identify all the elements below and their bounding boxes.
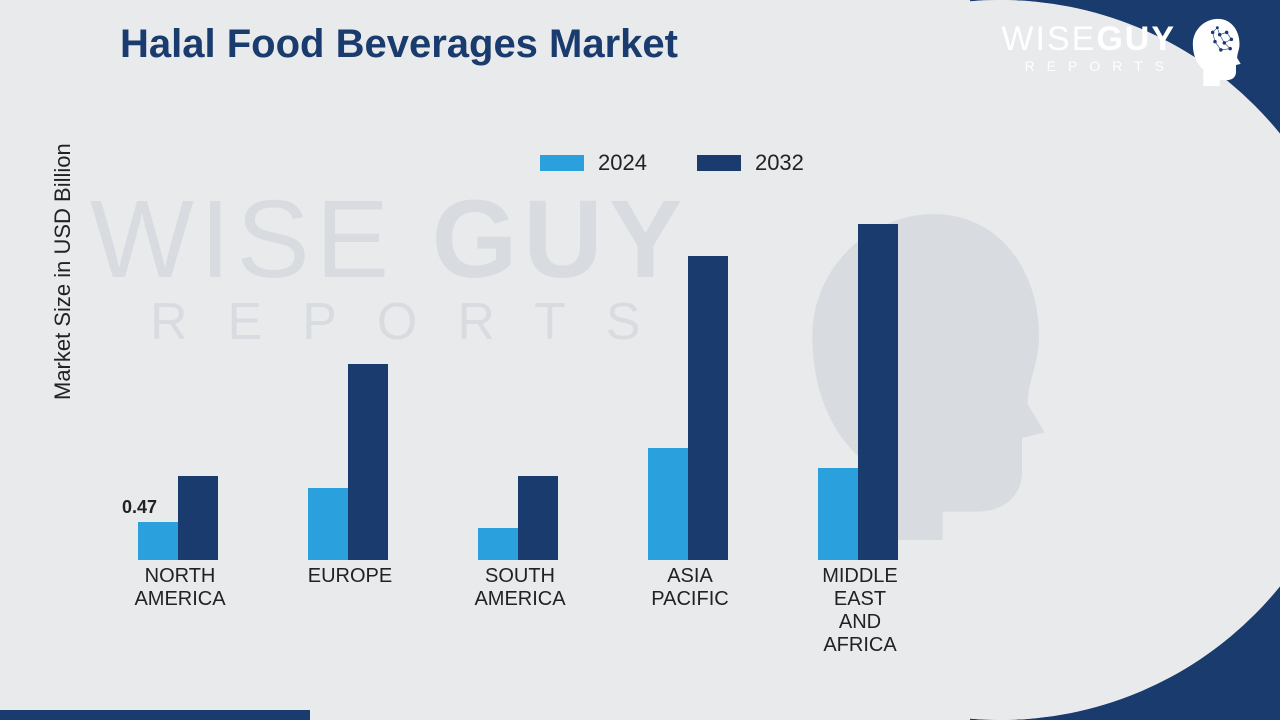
- bottom-accent-bar: [0, 710, 310, 720]
- legend-label-2024: 2024: [598, 150, 647, 176]
- legend-label-2032: 2032: [755, 150, 804, 176]
- y-axis-label: Market Size in USD Billion: [50, 143, 76, 400]
- bar-value-label: 0.47: [122, 497, 157, 518]
- bar-2024: [478, 528, 518, 560]
- x-axis-label: NORTHAMERICA: [110, 565, 250, 611]
- brand-logo: WISEGUY REPORTS: [1001, 22, 1240, 74]
- bar-2024: [138, 522, 178, 560]
- bar-2032: [178, 476, 218, 560]
- bar-2024: [648, 448, 688, 560]
- bar-2032: [348, 364, 388, 560]
- legend: 2024 2032: [540, 150, 804, 176]
- logo-head-icon: [1180, 16, 1250, 86]
- x-axis-label: EUROPE: [280, 565, 420, 588]
- bar-2024: [818, 468, 858, 560]
- plot-area: 0.47: [120, 200, 990, 560]
- bar-2032: [858, 224, 898, 560]
- legend-item-2032: 2032: [697, 150, 804, 176]
- bar-2024: [308, 488, 348, 560]
- chart-title: Halal Food Beverages Market: [120, 22, 678, 67]
- legend-item-2024: 2024: [540, 150, 647, 176]
- legend-swatch-2024: [540, 155, 584, 171]
- bar-2032: [688, 256, 728, 560]
- x-axis-label: ASIAPACIFIC: [620, 565, 760, 611]
- x-axis-label: SOUTHAMERICA: [450, 565, 590, 611]
- x-axis-label: MIDDLEEASTANDAFRICA: [790, 565, 930, 657]
- brand-name-part2: GUY: [1096, 20, 1176, 58]
- legend-swatch-2032: [697, 155, 741, 171]
- page: WISE GUY REPORTS: [0, 0, 1280, 720]
- chart: Market Size in USD Billion 2024 2032 0.4…: [60, 150, 990, 660]
- bar-2032: [518, 476, 558, 560]
- brand-name-part1: WISE: [1001, 20, 1096, 58]
